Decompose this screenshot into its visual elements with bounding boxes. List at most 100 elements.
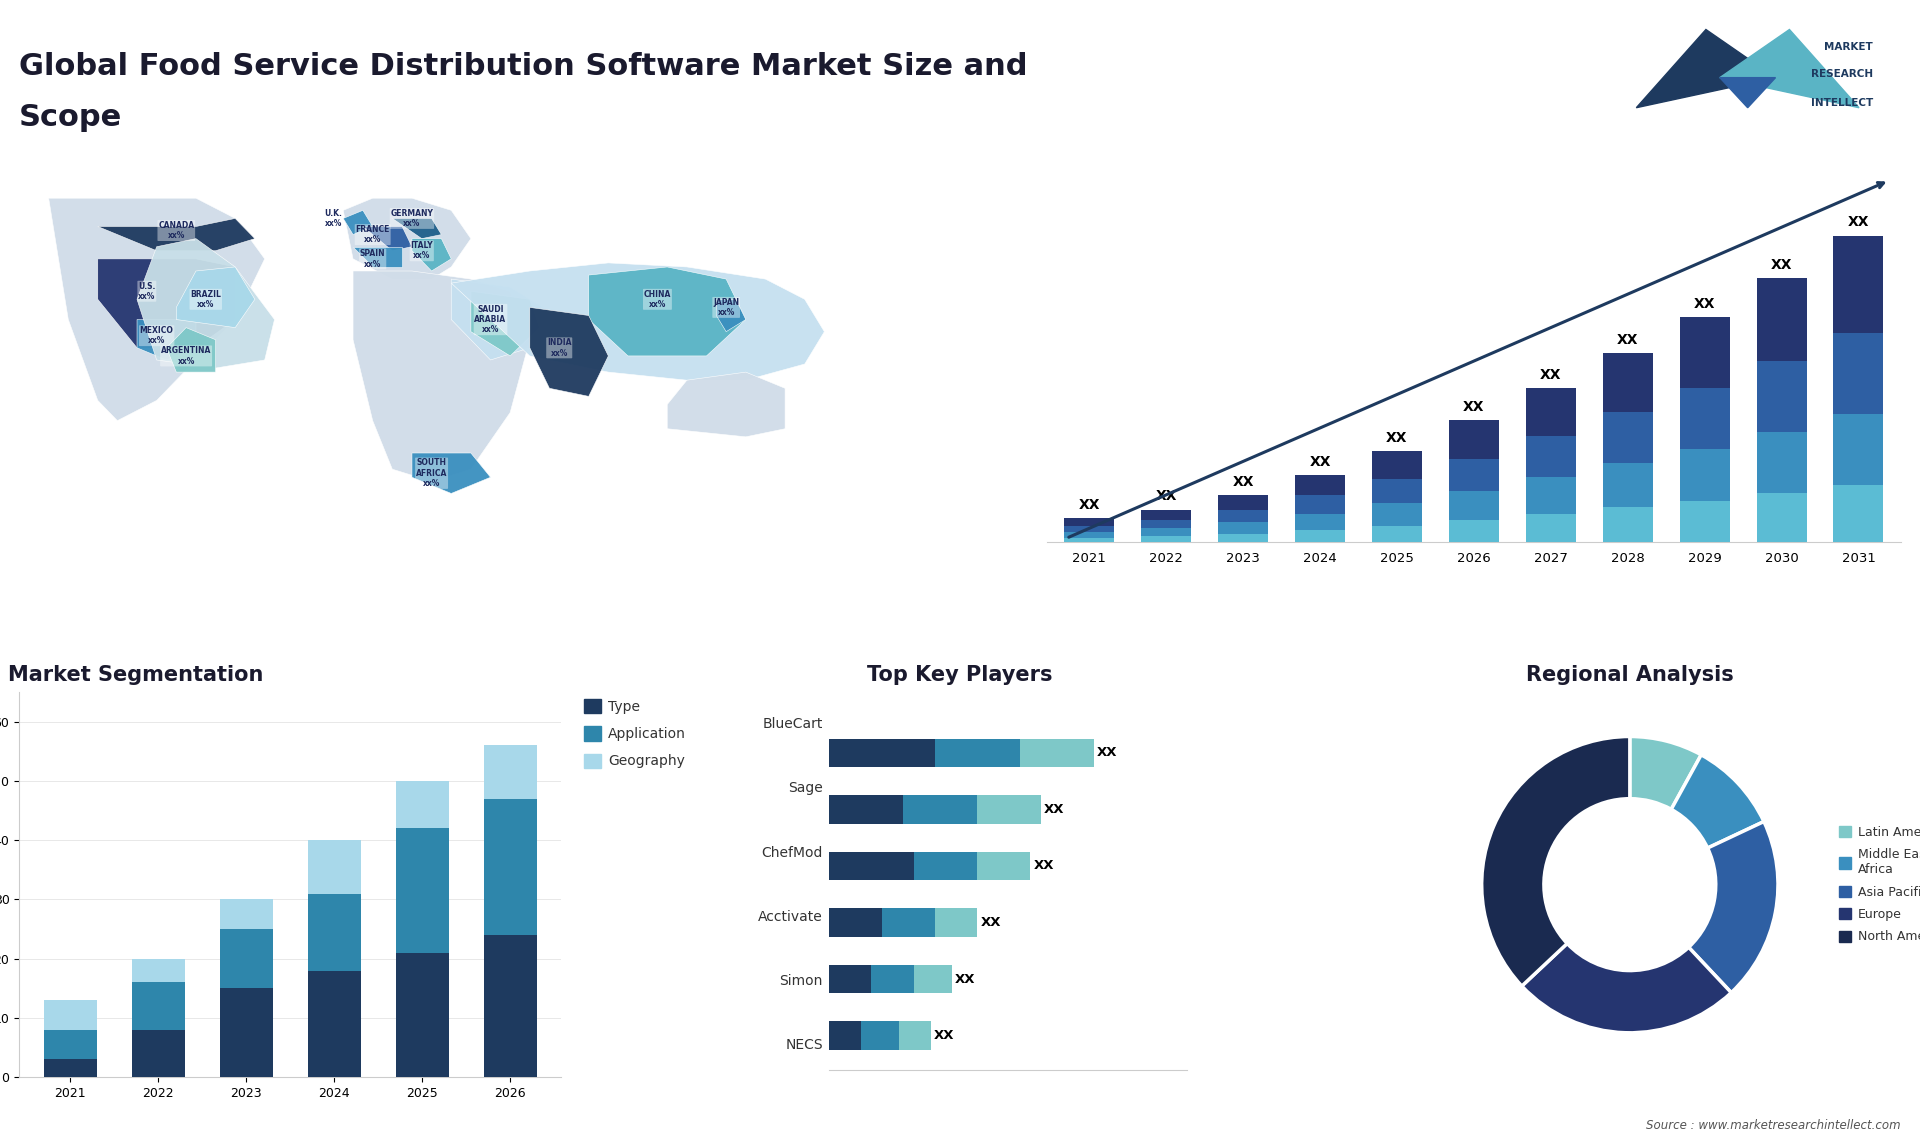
Bar	[307, 971, 361, 1077]
Bar	[1526, 513, 1576, 542]
Text: ChefMod: ChefMod	[762, 846, 824, 860]
Polygon shape	[1720, 78, 1776, 108]
Polygon shape	[177, 267, 255, 328]
Polygon shape	[353, 246, 401, 267]
Bar	[307, 840, 361, 894]
Text: CHINA
xx%: CHINA xx%	[643, 290, 672, 309]
Legend: Latin America, Middle East &
Africa, Asia Pacific, Europe, North America: Latin America, Middle East & Africa, Asi…	[1839, 826, 1920, 943]
Bar	[132, 1030, 184, 1077]
Bar	[1757, 278, 1807, 361]
Text: U.K.
xx%: U.K. xx%	[324, 209, 342, 228]
Text: Simon: Simon	[780, 974, 824, 988]
Bar	[219, 900, 273, 929]
Legend: Type, Application, Geography: Type, Application, Geography	[584, 699, 685, 768]
Bar	[132, 959, 184, 982]
Text: NECS: NECS	[785, 1038, 824, 1052]
Polygon shape	[98, 219, 255, 251]
Bar	[1296, 529, 1346, 542]
Text: ARGENTINA
xx%: ARGENTINA xx%	[161, 346, 211, 366]
Text: RESEARCH: RESEARCH	[1811, 69, 1874, 79]
Bar	[1140, 536, 1190, 542]
Text: Scope: Scope	[19, 103, 123, 132]
Polygon shape	[716, 299, 745, 331]
Circle shape	[1544, 799, 1716, 971]
Text: XX: XX	[1847, 215, 1870, 229]
Bar	[1064, 518, 1114, 526]
Text: Acctivate: Acctivate	[758, 910, 824, 924]
Text: Global Food Service Distribution Software Market Size and: Global Food Service Distribution Softwar…	[19, 52, 1027, 80]
Bar	[1757, 432, 1807, 493]
Text: SAUDI
ARABIA
xx%: SAUDI ARABIA xx%	[474, 305, 507, 335]
Bar	[1373, 479, 1423, 503]
Polygon shape	[344, 211, 372, 235]
Bar	[307, 894, 361, 971]
Bar	[396, 780, 449, 829]
Bar	[396, 952, 449, 1077]
Polygon shape	[136, 320, 196, 360]
Polygon shape	[344, 198, 470, 280]
Bar	[44, 1059, 96, 1077]
Text: XX: XX	[1309, 455, 1331, 469]
Text: FRANCE
xx%: FRANCE xx%	[355, 225, 390, 244]
Wedge shape	[1630, 737, 1701, 809]
Bar	[1450, 458, 1500, 492]
Text: XX: XX	[1770, 258, 1793, 272]
Bar	[1450, 519, 1500, 542]
Bar	[484, 799, 536, 935]
Text: Sage: Sage	[787, 782, 824, 795]
Polygon shape	[470, 291, 540, 356]
Text: JAPAN
xx%: JAPAN xx%	[712, 298, 739, 317]
Polygon shape	[589, 267, 745, 356]
Bar	[1526, 477, 1576, 513]
Text: Market Segmentation: Market Segmentation	[8, 665, 263, 685]
Text: SPAIN
xx%: SPAIN xx%	[359, 249, 386, 268]
Bar	[1217, 521, 1267, 534]
Text: XX: XX	[1693, 297, 1715, 311]
Text: BRAZIL
xx%: BRAZIL xx%	[190, 290, 221, 309]
Bar	[1526, 437, 1576, 477]
Bar	[1140, 510, 1190, 519]
Bar	[1680, 387, 1730, 448]
Bar	[1603, 463, 1653, 508]
Bar	[1680, 502, 1730, 542]
Polygon shape	[392, 219, 442, 238]
Bar	[44, 1030, 96, 1059]
Bar	[1140, 528, 1190, 536]
Bar	[44, 1000, 96, 1030]
Bar	[1064, 537, 1114, 542]
Polygon shape	[136, 238, 275, 368]
Text: INDIA
xx%: INDIA xx%	[547, 338, 572, 358]
Wedge shape	[1690, 822, 1778, 992]
Polygon shape	[451, 262, 824, 380]
Bar	[1757, 493, 1807, 542]
Bar	[132, 982, 184, 1030]
Polygon shape	[363, 227, 413, 251]
Bar	[484, 935, 536, 1077]
Bar	[484, 745, 536, 799]
Bar	[1603, 353, 1653, 413]
Bar	[1373, 526, 1423, 542]
Polygon shape	[413, 453, 490, 494]
Bar	[1834, 414, 1884, 485]
Bar	[219, 929, 273, 988]
Text: XX: XX	[1617, 333, 1638, 347]
Bar	[1296, 476, 1346, 495]
Bar	[1217, 534, 1267, 542]
Bar	[1373, 503, 1423, 526]
Text: XX: XX	[1233, 476, 1254, 489]
Bar	[1526, 387, 1576, 437]
Polygon shape	[451, 280, 549, 360]
Bar	[1603, 413, 1653, 463]
Bar	[1603, 508, 1653, 542]
Bar	[1064, 526, 1114, 532]
Text: XX: XX	[1540, 368, 1561, 382]
Text: Source : www.marketresearchintellect.com: Source : www.marketresearchintellect.com	[1645, 1120, 1901, 1132]
Polygon shape	[1636, 30, 1776, 108]
Wedge shape	[1523, 943, 1732, 1033]
Bar	[1140, 519, 1190, 528]
Text: XX: XX	[1386, 431, 1407, 445]
Bar	[1757, 361, 1807, 432]
Polygon shape	[167, 328, 215, 372]
Text: CANADA
xx%: CANADA xx%	[157, 221, 194, 241]
Text: U.S.
xx%: U.S. xx%	[138, 282, 156, 301]
